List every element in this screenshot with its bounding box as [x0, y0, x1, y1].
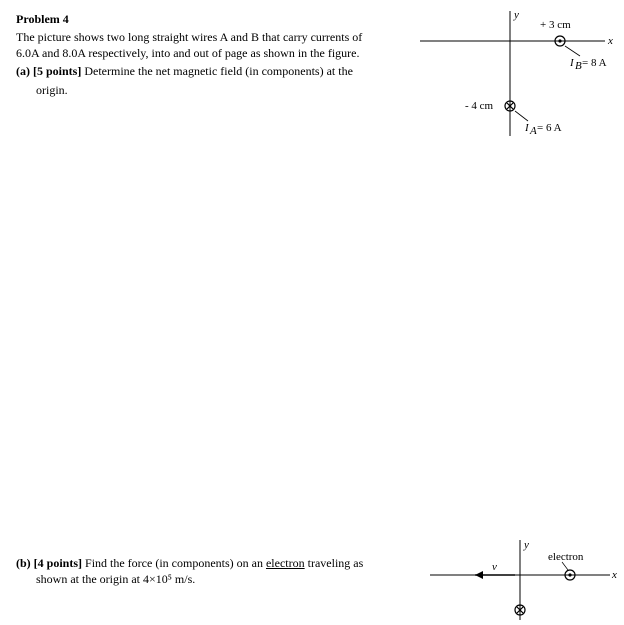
x2-label: x — [611, 569, 617, 581]
y-axis-label: y — [513, 9, 519, 21]
part-a-row: (a) [5 points] Determine the net magneti… — [16, 63, 406, 79]
part-b-after: traveling as — [305, 556, 364, 570]
part-b-label: (b) [4 points] — [16, 556, 85, 570]
part-a-label: (a) [5 points] — [16, 64, 84, 78]
part-b-underlined: electron — [266, 556, 305, 570]
svg-text:= 8 A: = 8 A — [582, 57, 607, 69]
plus3cm-label: + 3 cm — [540, 19, 571, 31]
x-axis-label: x — [607, 35, 613, 47]
electron-label: electron — [548, 551, 584, 563]
part-a-text2: origin. — [16, 82, 406, 98]
svg-text:B: B — [575, 60, 582, 72]
minus4cm-label: - 4 cm — [465, 100, 494, 112]
problem-intro-line1: The picture shows two long straight wire… — [16, 29, 406, 45]
y2-label: y — [523, 539, 529, 551]
part-b-block: (b) [4 points] Find the force (in compon… — [16, 555, 363, 587]
svg-text:= 6 A: = 6 A — [537, 122, 562, 134]
diagram-wires: y x + 3 cm I B = 8 A - 4 cm I A = 6 A — [410, 6, 620, 146]
problem-intro-line2: 6.0A and 8.0A respectively, into and out… — [16, 45, 406, 61]
part-b-before: Find the force (in components) on an — [85, 556, 266, 570]
diagram-electron: y x v electron — [420, 530, 620, 625]
v-label: v — [492, 561, 497, 573]
part-b-line2: shown at the origin at 4×10⁵ m/s. — [16, 571, 363, 587]
svg-text:A: A — [529, 125, 537, 137]
part-a-text1: Determine the net magnetic field (in com… — [84, 64, 353, 78]
